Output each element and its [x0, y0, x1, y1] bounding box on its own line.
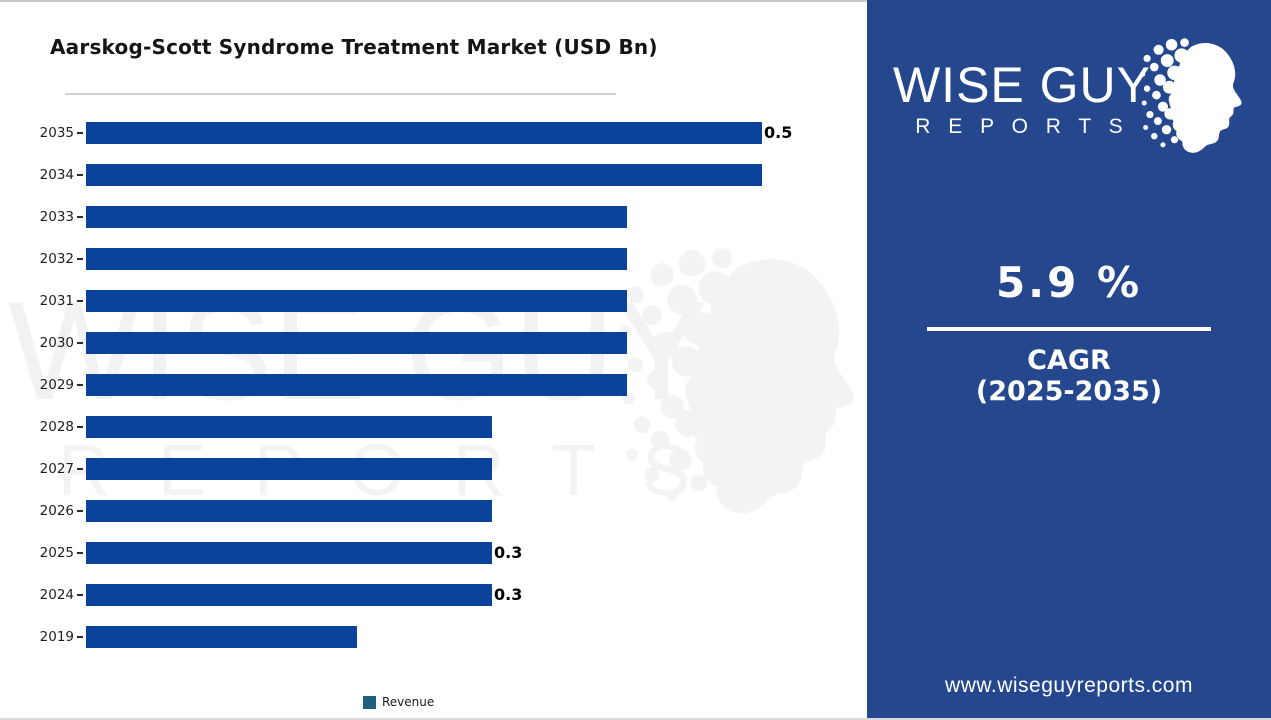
revenue-bar	[86, 290, 627, 312]
bar-row: 2019	[0, 616, 860, 658]
bar-track	[86, 626, 830, 648]
y-axis-tick-label: 2024	[39, 587, 74, 603]
revenue-bar	[86, 416, 492, 438]
bar-track	[86, 458, 830, 480]
cagr-label-line1: CAGR	[1027, 345, 1111, 376]
bar-row: 2025 0.3	[0, 532, 860, 574]
bar-track	[86, 164, 830, 186]
bar-row: 2027	[0, 448, 860, 490]
bar-track	[86, 374, 830, 396]
logo-text: WISE GUY R E P O R T S	[892, 56, 1152, 139]
wise-guy-logo: WISE GUY R E P O R T S	[867, 36, 1271, 160]
revenue-bar	[86, 458, 492, 480]
logo-wordmark: WISE GUY	[892, 56, 1152, 113]
y-axis-tick-mark	[77, 384, 83, 386]
bar-track: 0.3	[86, 542, 830, 564]
bar-row: 2034	[0, 154, 860, 196]
y-axis-tick-label: 2032	[39, 251, 74, 267]
revenue-bar	[86, 248, 627, 270]
y-axis-tick-mark	[77, 300, 83, 302]
y-axis-tick-label: 2033	[39, 209, 74, 225]
legend-label: Revenue	[382, 695, 435, 709]
bar-track	[86, 416, 830, 438]
bar-row: 2030	[0, 322, 860, 364]
bar-row: 2029	[0, 364, 860, 406]
y-axis-tick-mark	[77, 636, 83, 638]
y-axis-tick-label: 2028	[39, 419, 74, 435]
revenue-bar	[86, 374, 627, 396]
bar-value-label: 0.3	[494, 585, 523, 604]
bar-row: 2024 0.3	[0, 574, 860, 616]
chart-panel: WISE GUY R E P O R T S Aarskog-Scott Syn…	[0, 0, 867, 709]
y-axis-tick-label: 2019	[39, 629, 74, 645]
y-axis-tick-mark	[77, 216, 83, 218]
y-axis-tick-mark	[77, 468, 83, 470]
cagr-label-line2: (2025-2035)	[975, 376, 1163, 407]
y-axis-tick-label: 2026	[39, 503, 74, 519]
y-axis-tick-label: 2027	[39, 461, 74, 477]
revenue-bar	[86, 626, 357, 648]
bar-row: 2028	[0, 406, 860, 448]
cagr-divider	[927, 327, 1211, 331]
bar-track	[86, 206, 830, 228]
bar-track	[86, 290, 830, 312]
y-axis-tick-mark	[77, 132, 83, 134]
y-axis-tick-label: 2029	[39, 377, 74, 393]
bar-value-label: 0.3	[494, 543, 523, 562]
revenue-bar	[86, 584, 492, 606]
y-axis-tick-mark	[77, 174, 83, 176]
y-axis-tick-label: 2030	[39, 335, 74, 351]
cagr-value: 5.9 %	[995, 258, 1143, 307]
bar-track: 0.5	[86, 122, 830, 144]
revenue-bar	[86, 206, 627, 228]
y-axis-tick-mark	[77, 552, 83, 554]
y-axis-tick-label: 2035	[39, 125, 74, 141]
bar-track	[86, 248, 830, 270]
revenue-bar	[86, 164, 762, 186]
bar-value-label: 0.5	[764, 123, 793, 142]
y-axis-tick-mark	[77, 594, 83, 596]
bar-track	[86, 500, 830, 522]
revenue-bar	[86, 122, 762, 144]
dotted-head-profile-icon	[1137, 36, 1245, 160]
y-axis-tick-mark	[77, 342, 83, 344]
chart-title: Aarskog-Scott Syndrome Treatment Market …	[50, 35, 658, 59]
revenue-bar	[86, 332, 627, 354]
logo-subtitle: R E P O R T S	[915, 114, 1129, 138]
y-axis-tick-label: 2031	[39, 293, 74, 309]
revenue-bar	[86, 500, 492, 522]
cagr-block: 5.9 % CAGR (2025-2035)	[867, 258, 1271, 407]
bar-track	[86, 332, 830, 354]
bar-row: 2035 0.5	[0, 112, 860, 154]
y-axis-tick-label: 2025	[39, 545, 74, 561]
brand-sidebar: WISE GUY R E P O R T S 5.9 % CAGR (2025-…	[867, 0, 1271, 718]
bar-row: 2026	[0, 490, 860, 532]
y-axis-tick-mark	[77, 510, 83, 512]
title-divider	[65, 93, 616, 95]
legend-swatch-icon	[363, 695, 376, 709]
website-url: www.wiseguyreports.com	[945, 674, 1193, 697]
y-axis-tick-mark	[77, 258, 83, 260]
bar-row: 2033	[0, 196, 860, 238]
bar-row: 2032	[0, 238, 860, 280]
plot-area: 2035 0.5 2034 2033 2032 2031 2030 2029 2028 2027 2…	[0, 112, 860, 658]
revenue-bar	[86, 542, 492, 564]
chart-legend: Revenue	[363, 695, 434, 709]
bar-row: 2031	[0, 280, 860, 322]
y-axis-tick-label: 2034	[39, 167, 74, 183]
y-axis-tick-mark	[77, 426, 83, 428]
cagr-label: CAGR (2025-2035)	[867, 345, 1271, 407]
bar-track: 0.3	[86, 584, 830, 606]
